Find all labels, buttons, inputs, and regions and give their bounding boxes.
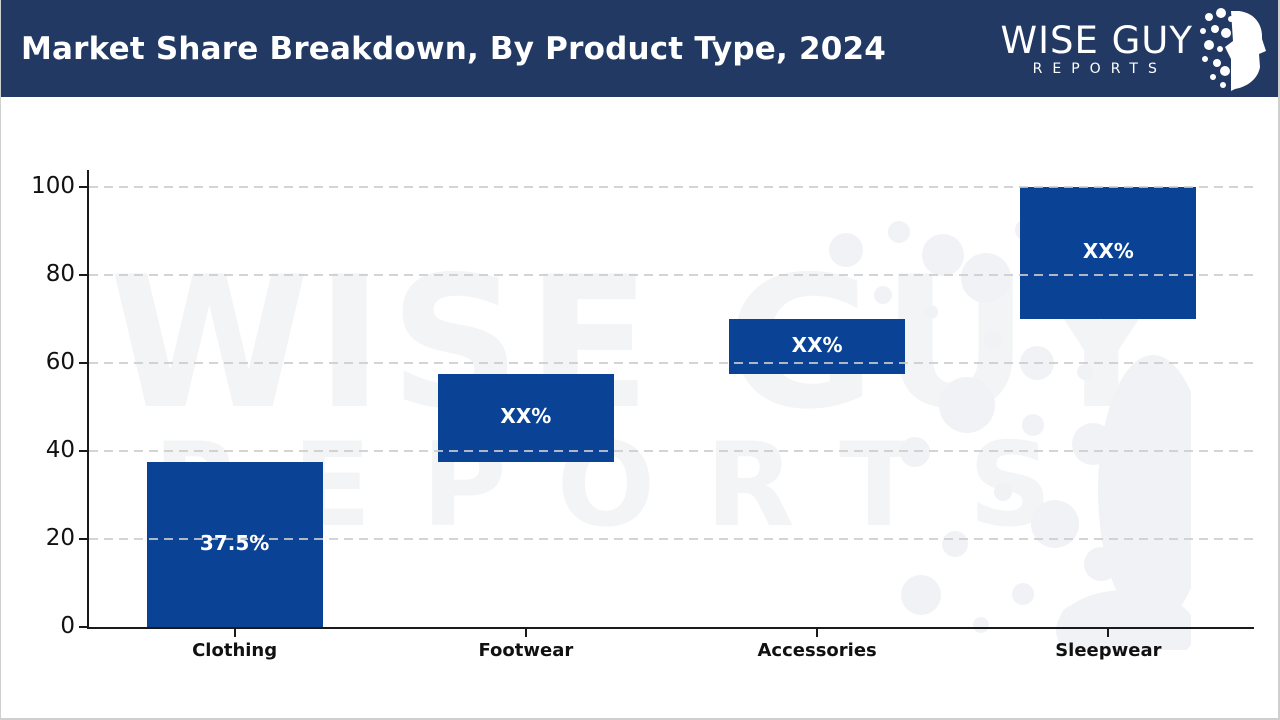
gridline-40 [89,450,1254,452]
y-tick-label: 0 [60,613,75,639]
chart-title: Market Share Breakdown, By Product Type,… [21,30,887,67]
x-tick-label-sleepwear: Sleepwear [1055,640,1162,661]
bar-clothing [146,462,323,627]
bar-accessories [729,319,906,374]
bar-value-label: XX% [500,404,552,428]
y-tick-label: 20 [45,525,75,551]
logo-reports-text: REPORTS [1032,61,1167,78]
x-tick-sleepwear [1107,629,1110,637]
logo-face-icon [1200,8,1266,91]
gridline-80 [89,274,1254,276]
bar-footwear [437,374,614,462]
y-tick-60 [79,362,87,364]
wise-guy-reports-logo: WISE GUY REPORTS [1001,7,1267,91]
y-axis-line [87,170,89,629]
bar-value-label: XX% [1082,239,1134,263]
gridline-20 [89,538,1254,540]
header-bar: Market Share Breakdown, By Product Type,… [1,0,1278,97]
x-tick-footwear [524,629,527,637]
bar-value-label: XX% [791,332,843,357]
y-tick-label: 100 [31,173,75,199]
gridline-100 [89,186,1254,188]
x-axis-line [87,627,1254,629]
y-tick-80 [79,274,87,276]
logo-wiseguy-text: WISE GUY [1000,18,1193,62]
y-tick-20 [79,538,87,540]
bar-value-label: 37.5% [199,530,270,555]
y-tick-label: 40 [45,437,75,463]
y-tick-0 [79,626,87,628]
y-tick-100 [79,186,87,188]
bar-sleepwear [1020,187,1197,319]
x-tick-label-clothing: Clothing [192,640,278,661]
gridline-60 [89,362,1254,364]
y-tick-label: 60 [45,349,75,375]
x-tick-label-accessories: Accessories [757,640,877,661]
x-tick-label-footwear: Footwear [478,640,574,661]
x-tick-accessories [816,629,819,637]
y-tick-label: 80 [45,261,75,287]
y-tick-40 [79,450,87,452]
x-tick-clothing [233,629,236,637]
